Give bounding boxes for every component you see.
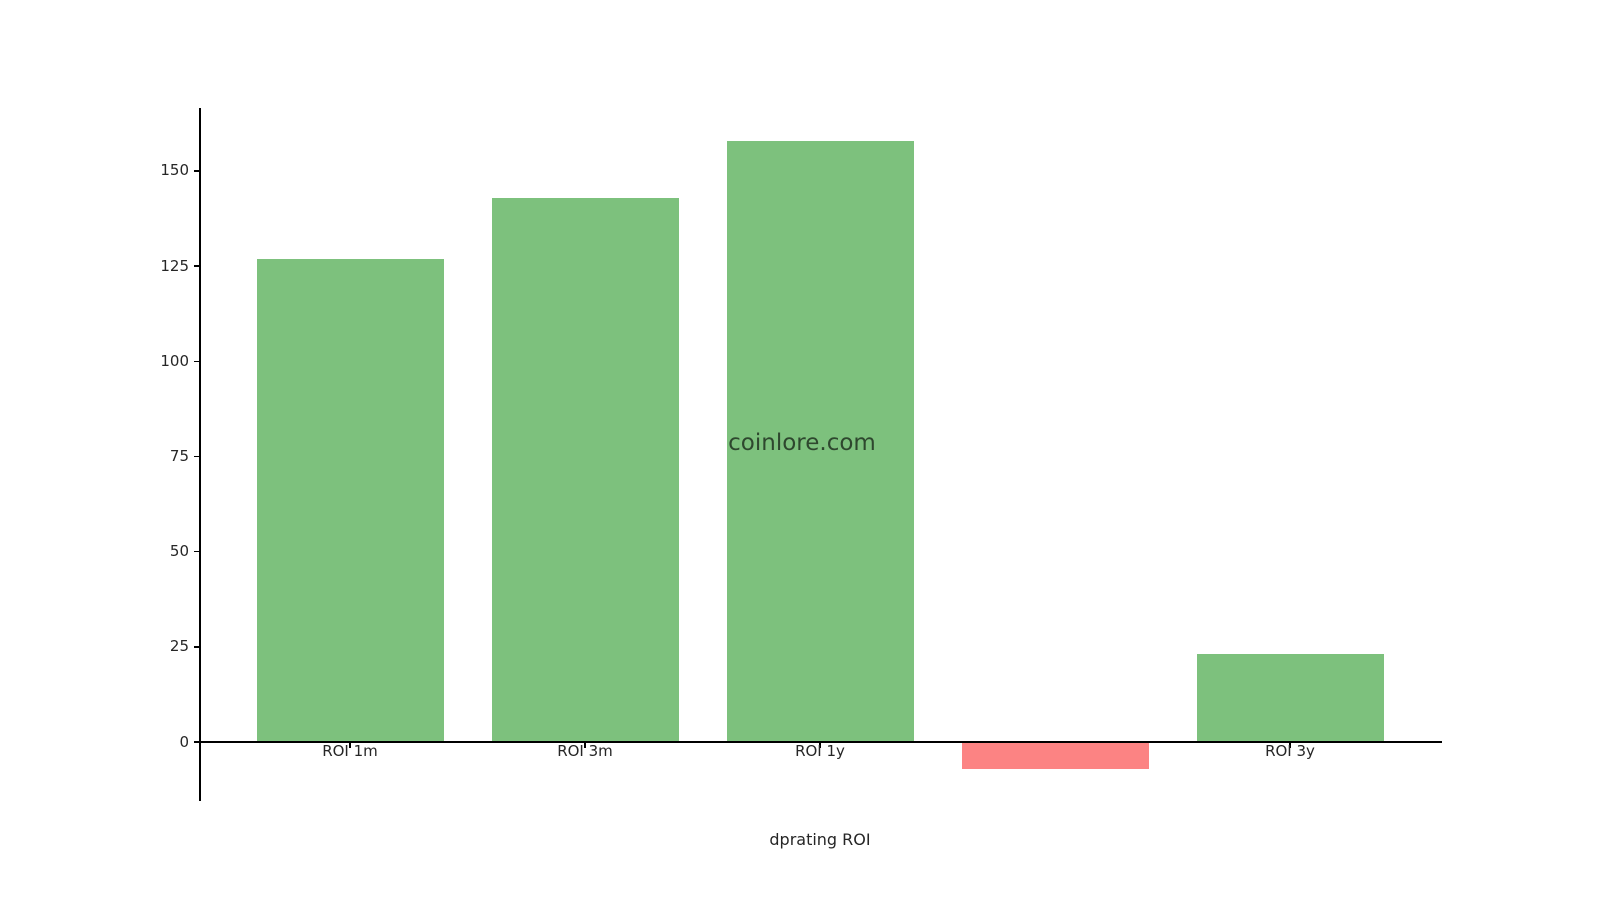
x-tick [349,742,351,748]
bar-roi-1y [726,140,914,742]
y-tick-label: 25 [169,637,189,656]
x-tick [584,742,586,748]
y-tick [194,455,200,458]
y-tick [194,741,200,743]
x-axis-title: dprating ROI [769,830,871,849]
y-tick-label: 125 [160,256,189,275]
y-tick [194,360,200,363]
y-tick [194,265,200,267]
bar-roi-3m [491,197,679,742]
x-tick-label: ROI 3m [557,742,613,760]
y-tick-label: 100 [160,351,189,370]
x-tick [1289,742,1291,748]
y-tick [194,550,200,553]
bar-roi-3y [1196,654,1384,742]
y-tick-label: 0 [179,732,189,751]
x-tick-label: ROI 3y [1265,742,1315,760]
y-tick-label: 50 [169,542,189,561]
x-tick [819,742,821,748]
bar-roi-1m [256,258,444,742]
x-axis-spine [200,741,1442,743]
watermark-text: coinlore.com [728,430,876,456]
y-tick [194,170,200,172]
x-tick-label: ROI 1y [795,742,845,760]
x-tick-label: ROI 1m [322,742,378,760]
y-tick-label: 150 [160,161,189,180]
y-tick-label: 75 [169,446,189,465]
y-tick [194,646,200,648]
bar-bar-4 [961,742,1149,769]
y-axis-spine [199,108,201,801]
